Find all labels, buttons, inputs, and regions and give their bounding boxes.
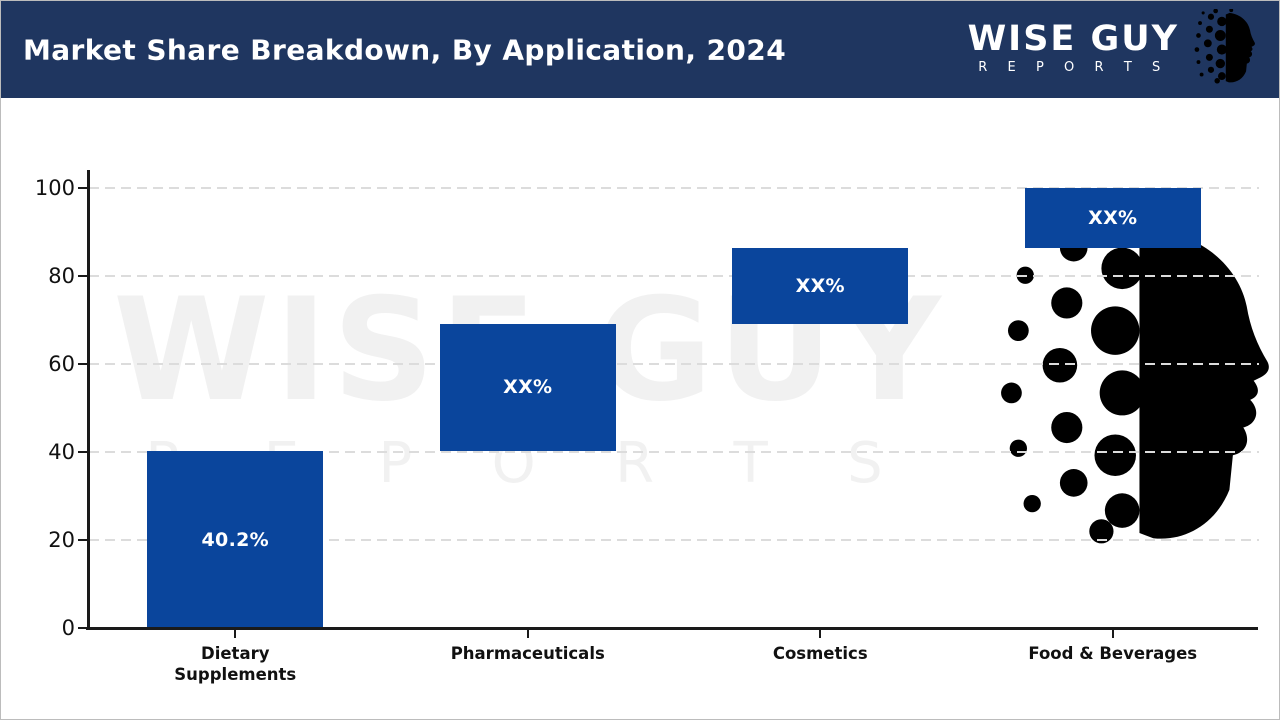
y-axis-tick xyxy=(78,451,87,453)
bar-dietary-supplements: 40.2% xyxy=(147,451,324,628)
x-axis-label: Food & Beverages xyxy=(1028,644,1198,663)
x-axis-label: Pharmaceuticals xyxy=(450,644,605,663)
chart-title: Market Share Breakdown, By Application, … xyxy=(23,33,787,66)
y-axis-tick xyxy=(78,363,87,365)
logo-subtitle: R E P O R T S xyxy=(978,60,1169,75)
bar-pharmaceuticals: XX% xyxy=(439,323,616,452)
x-axis-tick xyxy=(526,630,529,638)
wiseguy-logo: WISE GUY R E P O R T S xyxy=(968,9,1265,87)
bar-value-label: XX% xyxy=(1088,206,1138,229)
gridline xyxy=(89,539,1259,541)
logo-wordmark: WISE GUY xyxy=(967,19,1179,59)
y-axis-tick xyxy=(78,539,87,541)
gridline xyxy=(89,451,1259,453)
x-axis-tick xyxy=(234,630,237,638)
y-axis-line xyxy=(87,170,90,629)
header-band: Market Share Breakdown, By Application, … xyxy=(1,1,1279,98)
bar-cosmetics: XX% xyxy=(732,247,909,324)
bar-value-label: 40.2% xyxy=(201,528,269,551)
x-axis-line xyxy=(86,627,1258,630)
bar-value-label: XX% xyxy=(503,376,553,399)
gridline xyxy=(89,187,1259,189)
y-axis-tick-label: 0 xyxy=(61,616,75,640)
y-axis-tick-label: 40 xyxy=(48,440,75,464)
gridline xyxy=(89,275,1259,277)
bar-value-label: XX% xyxy=(795,274,845,297)
y-axis-tick-label: 20 xyxy=(48,528,75,552)
x-axis-label: Dietary Supplements xyxy=(174,644,297,685)
logo-text: WISE GUY R E P O R T S xyxy=(967,19,1179,75)
x-axis-label: Cosmetics xyxy=(772,644,868,663)
bar-food-beverages: XX% xyxy=(1024,188,1201,248)
y-axis-tick xyxy=(78,275,87,277)
x-axis-tick xyxy=(1111,630,1114,638)
x-axis-tick xyxy=(819,630,822,638)
y-axis-tick xyxy=(78,627,87,629)
wiseguy-head-icon xyxy=(1194,9,1255,84)
y-axis-tick-label: 100 xyxy=(34,176,75,200)
y-axis-tick-label: 60 xyxy=(48,352,75,376)
plot-area: 40.2% XX% XX% XX% xyxy=(89,187,1259,628)
gridline xyxy=(89,363,1259,365)
y-axis-tick xyxy=(78,187,87,189)
y-axis-tick-label: 80 xyxy=(48,264,75,288)
